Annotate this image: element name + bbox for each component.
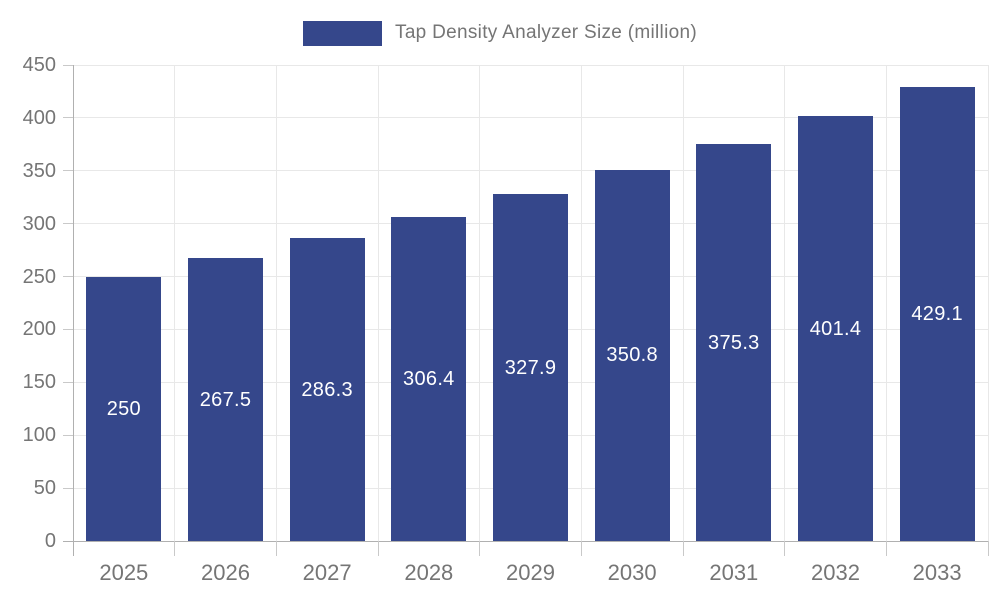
x-axis-tick-label: 2031 (709, 560, 759, 585)
x-axis-tick-label: 2028 (404, 560, 454, 585)
y-axis-tick-label: 350 (22, 159, 56, 182)
x-gridline (682, 65, 684, 541)
legend-label: Tap Density Analyzer Size (million) (395, 22, 697, 43)
x-axis-tick-label: 2033 (912, 560, 962, 585)
x-gridline (479, 65, 481, 541)
y-axis-tick-label: 450 (22, 54, 56, 76)
bar (899, 87, 975, 541)
bar-value-label: 350.8 (606, 344, 658, 367)
y-axis-tick-label: 0 (44, 530, 56, 552)
x-gridline (377, 65, 379, 541)
y-tick (63, 170, 73, 172)
y-tick (63, 223, 73, 225)
y-gridline (73, 117, 988, 119)
bar (391, 216, 467, 541)
y-tick (63, 117, 73, 119)
y-tick (63, 487, 73, 489)
x-tick (174, 541, 176, 556)
bar (493, 194, 568, 541)
bar-value-label: 250 (106, 397, 141, 420)
bar-value-label: 306.4 (403, 367, 455, 390)
bar-value-label: 267.5 (199, 388, 252, 411)
x-tick (682, 541, 684, 556)
x-gridline (885, 65, 887, 541)
x-axis-tick-label: 2025 (99, 560, 149, 585)
bar (798, 116, 873, 541)
x-axis-tick-label: 2027 (302, 560, 352, 585)
x-gridline (72, 65, 74, 541)
x-gridline (580, 65, 582, 541)
x-axis-tick-label: 2030 (607, 560, 657, 585)
x-tick (479, 541, 481, 556)
x-gridline (275, 65, 277, 541)
x-tick (580, 541, 582, 556)
bar-value-label: 429.1 (911, 303, 963, 326)
x-tick (987, 541, 989, 556)
y-axis-tick-label: 150 (22, 371, 56, 394)
bar-value-label: 286.3 (301, 378, 353, 401)
y-gridline (73, 170, 988, 172)
bar (696, 144, 772, 541)
bar (86, 276, 162, 541)
y-tick (63, 381, 73, 383)
x-gridline (987, 65, 989, 541)
x-axis-tick-label: 2032 (811, 560, 860, 585)
x-tick (784, 541, 786, 556)
y-axis-tick-label: 50 (33, 477, 56, 500)
x-gridline (784, 65, 786, 541)
bar (594, 169, 670, 541)
y-tick (63, 64, 73, 66)
y-tick (63, 276, 73, 278)
x-tick (885, 541, 887, 556)
bar-value-label: 327.9 (504, 356, 557, 379)
legend-swatch (303, 20, 383, 46)
x-tick (72, 541, 74, 556)
y-tick (63, 540, 73, 542)
x-tick (377, 541, 379, 556)
y-axis-tick-label: 250 (22, 265, 56, 288)
y-gridline (73, 64, 988, 66)
y-tick (63, 328, 73, 330)
x-tick (275, 541, 277, 556)
y-gridline (73, 540, 988, 542)
y-tick (63, 434, 73, 436)
y-axis-tick-label: 200 (22, 318, 56, 341)
y-axis-tick-label: 100 (22, 424, 56, 447)
bar (188, 258, 263, 541)
y-axis-tick-label: 400 (22, 106, 56, 129)
bar-value-label: 401.4 (809, 317, 862, 340)
x-axis-tick-label: 2026 (201, 560, 250, 585)
legend-item[interactable]: Tap Density Analyzer Size (million) (303, 20, 697, 46)
bar-value-label: 375.3 (708, 331, 760, 354)
bar (289, 238, 365, 541)
y-axis-tick-label: 300 (22, 212, 56, 235)
x-gridline (174, 65, 176, 541)
legend: Tap Density Analyzer Size (million) (0, 18, 1000, 48)
x-axis-tick-label: 2029 (506, 560, 555, 585)
plot-area: 250 267.5 286.3 306.4 327.9 350.8 375.3 401.4 42… (72, 64, 989, 542)
